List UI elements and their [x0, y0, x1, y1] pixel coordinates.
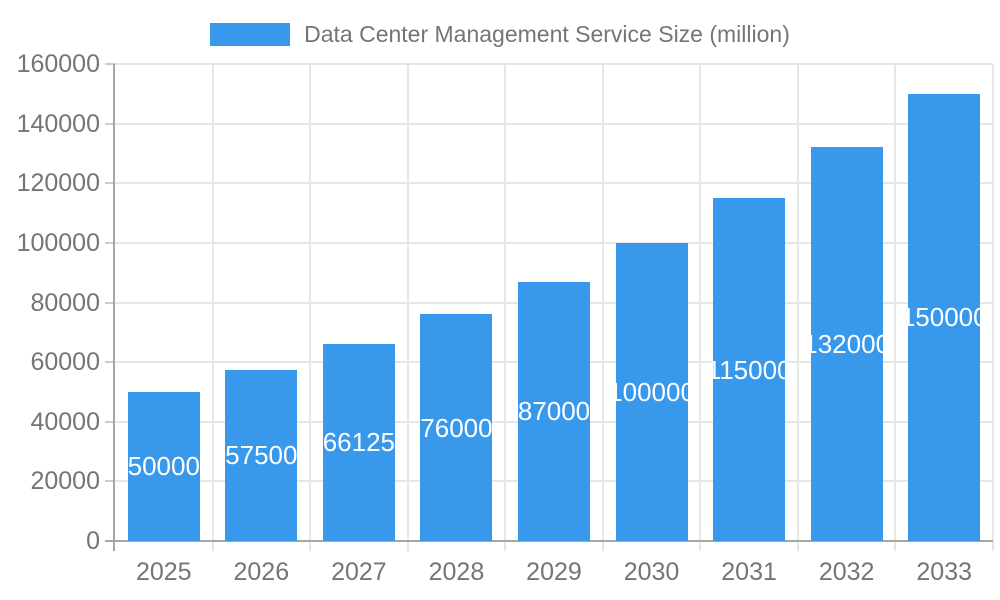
bar-value-label: 76000 [420, 412, 493, 443]
x-axis-label: 2028 [428, 558, 485, 586]
y-axis-tick [105, 480, 115, 483]
grid-line-vertical [601, 64, 604, 551]
bar[interactable] [713, 198, 786, 541]
grid-line-horizontal [115, 182, 993, 185]
y-axis-tick [105, 361, 115, 364]
y-axis-tick [105, 241, 115, 244]
x-axis-line [105, 540, 993, 542]
grid-line-vertical [504, 64, 507, 551]
y-axis-label: 60000 [30, 348, 100, 377]
y-axis-tick [105, 301, 115, 304]
bar[interactable] [127, 391, 200, 541]
bar-value-label: 100000 [608, 376, 695, 407]
grid-line-vertical [992, 64, 994, 551]
x-axis-label: 2027 [331, 558, 387, 586]
grid-line-horizontal [115, 63, 993, 65]
legend-swatch [210, 23, 291, 46]
x-axis-label: 2030 [623, 558, 680, 586]
y-axis-label: 0 [86, 527, 100, 555]
bar[interactable] [225, 369, 298, 541]
bar-value-label: 66125 [322, 427, 396, 458]
bar-value-label: 50000 [127, 451, 200, 482]
grid-line-horizontal [115, 122, 993, 125]
y-axis-label: 100000 [16, 228, 100, 257]
y-axis-label: 160000 [16, 50, 100, 78]
grid-line-vertical [894, 64, 897, 551]
y-axis-tick [105, 182, 115, 185]
bar-value-label: 150000 [900, 302, 988, 333]
y-axis-label: 80000 [30, 288, 100, 317]
bar[interactable] [322, 343, 395, 541]
bar-value-label: 57500 [225, 440, 298, 471]
y-axis-tick [105, 420, 115, 423]
x-axis-label: 2031 [721, 558, 777, 586]
y-axis-tick [105, 122, 115, 125]
bar[interactable] [518, 281, 590, 541]
bar[interactable] [615, 242, 688, 541]
bar-value-label: 87000 [517, 396, 591, 427]
bar[interactable] [420, 314, 493, 541]
grid-line-vertical [796, 64, 799, 551]
y-axis-tick [105, 63, 115, 65]
x-axis-label: 2026 [233, 558, 290, 586]
x-axis-label: 2025 [135, 558, 192, 586]
legend[interactable]: Data Center Management Service Size (mil… [0, 21, 1000, 48]
grid-line-vertical [699, 64, 702, 551]
legend-label: Data Center Management Service Size (mil… [304, 21, 790, 47]
y-axis-label: 140000 [16, 109, 100, 138]
x-axis-label: 2032 [818, 558, 875, 586]
bar-value-label: 115000 [706, 354, 792, 385]
x-axis-label: 2029 [526, 558, 582, 586]
grid-line-vertical [309, 64, 312, 551]
y-axis-label: 40000 [30, 407, 100, 436]
y-axis-label: 20000 [30, 467, 100, 496]
y-axis-line [113, 64, 115, 551]
grid-line-vertical [406, 64, 409, 551]
grid-line-vertical [211, 64, 214, 551]
bar-value-label: 132000 [803, 329, 891, 360]
x-axis-label: 2033 [916, 558, 973, 586]
grid-line-horizontal [115, 241, 993, 244]
y-axis-label: 120000 [16, 169, 100, 198]
bar[interactable] [908, 93, 981, 541]
bar[interactable] [810, 147, 883, 541]
